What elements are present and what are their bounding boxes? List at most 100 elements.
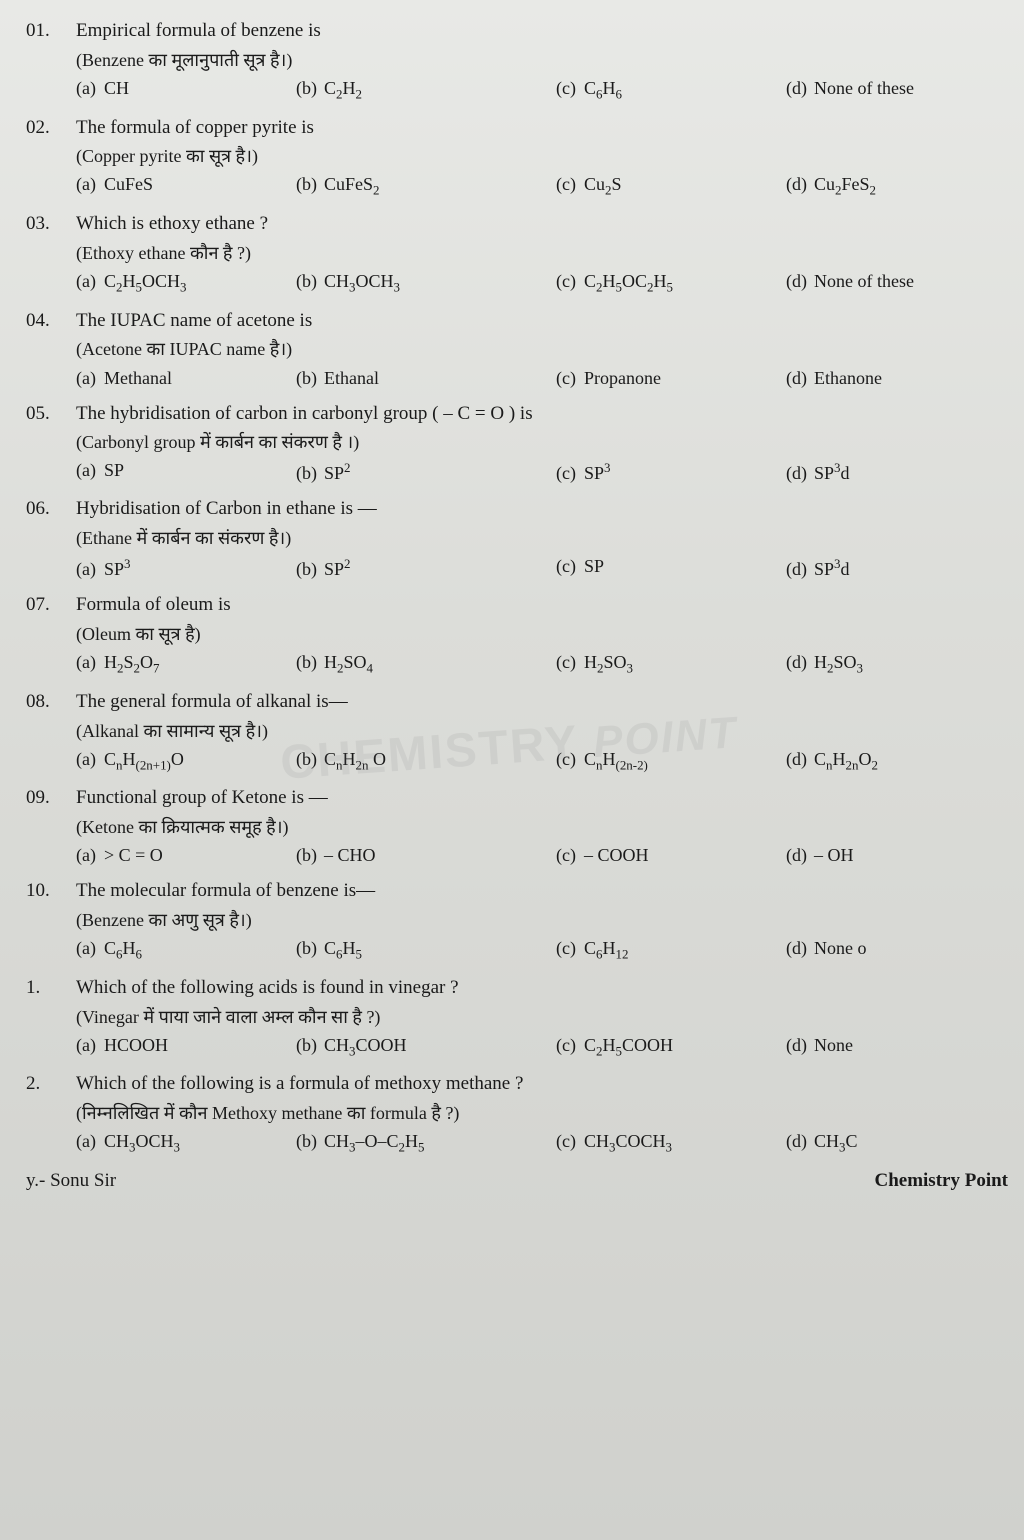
footer-left: y.- Sonu Sir	[26, 1170, 116, 1192]
options-row: (a) SP3(b) SP2(c) SP(d) SP3d	[76, 556, 1018, 580]
option-value: CH3–O–C2H5	[324, 1131, 424, 1151]
option-value: None	[814, 1035, 853, 1055]
question-row: 10. The molecular formula of benzene is—	[26, 878, 1018, 904]
option-b: (b) Ethanal	[296, 368, 556, 389]
question-number: 10.	[26, 880, 64, 902]
option-b: (b) H2SO4	[296, 652, 556, 677]
option-d: (d) None of these	[786, 78, 1018, 103]
question-text: The hybridisation of carbon in carbonyl …	[76, 401, 533, 427]
question-number: 04.	[26, 310, 64, 332]
option-value: C6H5	[324, 938, 362, 958]
option-c: (c) C6H12	[556, 938, 786, 963]
question-number: 07.	[26, 594, 64, 616]
option-d: (d) H2SO3	[786, 652, 1018, 677]
option-label: (d)	[786, 368, 814, 389]
option-a: (a) Methanal	[76, 368, 296, 389]
option-label: (c)	[556, 174, 584, 195]
option-value: None of these	[814, 78, 914, 98]
question-row: 06. Hybridisation of Carbon in ethane is …	[26, 496, 1018, 522]
option-label: (c)	[556, 78, 584, 99]
option-label: (b)	[296, 1131, 324, 1152]
option-value: C2H5COOH	[584, 1035, 673, 1055]
option-value: C6H6	[584, 78, 622, 98]
option-label: (c)	[556, 271, 584, 292]
option-value: SP3d	[814, 463, 850, 483]
question-number: 2.	[26, 1073, 64, 1095]
question-text: The molecular formula of benzene is—	[76, 878, 375, 904]
question-subtext: (निम्नलिखित में कौन Methoxy methane का f…	[76, 1101, 1018, 1125]
options-row: (a) CH3OCH3(b) CH3–O–C2H5(c) CH3COCH3(d)…	[76, 1131, 1018, 1156]
questions-list: 01.Empirical formula of benzene is(Benze…	[26, 18, 1018, 1158]
option-value: SP3d	[814, 559, 850, 579]
option-label: (d)	[786, 559, 814, 580]
option-d: (d) Ethanone	[786, 368, 1018, 389]
option-value: SP2	[324, 559, 351, 579]
option-c: (c) CH3COCH3	[556, 1131, 786, 1156]
options-row: (a) CuFeS(b) CuFeS2(c) Cu2S(d) Cu2FeS2	[76, 174, 1018, 199]
question-number: 05.	[26, 403, 64, 425]
option-value: Ethanal	[324, 368, 379, 388]
option-label: (b)	[296, 749, 324, 770]
option-label: (c)	[556, 368, 584, 389]
option-label: (a)	[76, 460, 104, 481]
question-subtext: (Alkanal का सामान्य सूत्र है।)	[76, 719, 1018, 743]
option-label: (a)	[76, 749, 104, 770]
question-subtext: (Vinegar में पाया जाने वाला अम्ल कौन सा …	[76, 1005, 1018, 1029]
option-a: (a) SP	[76, 460, 296, 484]
option-d: (d) None o	[786, 938, 1018, 963]
question-subtext: (Carbonyl group में कार्बन का संकरण है ।…	[76, 430, 1018, 454]
option-label: (d)	[786, 174, 814, 195]
question-block: 1. Which of the following acids is found …	[26, 975, 1018, 1062]
options-row: (a) > C = O(b) – CHO(c) – COOH(d) – OH	[76, 845, 1018, 866]
option-b: (b) C6H5	[296, 938, 556, 963]
question-number: 06.	[26, 498, 64, 520]
question-text: Empirical formula of benzene is	[76, 18, 321, 44]
question-row: 08.The general formula of alkanal is—	[26, 689, 1018, 715]
question-text: Which of the following acids is found in…	[76, 975, 459, 1001]
option-d: (d) – OH	[786, 845, 1018, 866]
option-label: (d)	[786, 1131, 814, 1152]
question-subtext: (Benzene का मूलानुपाती सूत्र है।)	[76, 48, 1018, 72]
options-row: (a) Methanal(b) Ethanal(c) Propanone(d) …	[76, 368, 1018, 389]
question-text: Hybridisation of Carbon in ethane is —	[76, 496, 377, 522]
option-value: CH3OCH3	[104, 1131, 180, 1151]
question-row: 03.Which is ethoxy ethane ?	[26, 211, 1018, 237]
option-a: (a) CH	[76, 78, 296, 103]
option-a: (a) H2S2O7	[76, 652, 296, 677]
option-value: HCOOH	[104, 1035, 168, 1055]
question-row: 02.The formula of copper pyrite is	[26, 115, 1018, 141]
question-text: Functional group of Ketone is —	[76, 785, 328, 811]
option-label: (d)	[786, 938, 814, 959]
option-value: H2SO4	[324, 652, 373, 672]
question-number: 1.	[26, 977, 64, 999]
option-value: SP2	[324, 463, 351, 483]
option-b: (b) C2H2	[296, 78, 556, 103]
option-d: (d) CnH2nO2	[786, 749, 1018, 774]
question-row: 1. Which of the following acids is found …	[26, 975, 1018, 1001]
option-b: (b) CuFeS2	[296, 174, 556, 199]
option-value: CnH(2n+1)O	[104, 749, 184, 769]
option-d: (d) SP3d	[786, 556, 1018, 580]
option-c: (c) C6H6	[556, 78, 786, 103]
question-text: The general formula of alkanal is—	[76, 689, 348, 715]
option-label: (a)	[76, 78, 104, 99]
option-c: (c) SP	[556, 556, 786, 580]
option-label: (c)	[556, 749, 584, 770]
option-value: CH	[104, 78, 129, 98]
option-label: (b)	[296, 652, 324, 673]
option-value: SP3	[584, 463, 611, 483]
option-value: C6H12	[584, 938, 628, 958]
option-b: (b) – CHO	[296, 845, 556, 866]
option-label: (c)	[556, 1035, 584, 1056]
option-label: (d)	[786, 652, 814, 673]
question-block: 10. The molecular formula of benzene is— (…	[26, 878, 1018, 965]
option-d: (d) Cu2FeS2	[786, 174, 1018, 199]
option-label: (c)	[556, 556, 584, 577]
option-label: (b)	[296, 271, 324, 292]
option-c: (c) CnH(2n-2)	[556, 749, 786, 774]
option-value: CnH2nO2	[814, 749, 878, 769]
option-label: (c)	[556, 463, 584, 484]
question-block: 06. Hybridisation of Carbon in ethane is …	[26, 496, 1018, 582]
option-d: (d) None	[786, 1035, 1018, 1060]
option-b: (b) SP2	[296, 460, 556, 484]
